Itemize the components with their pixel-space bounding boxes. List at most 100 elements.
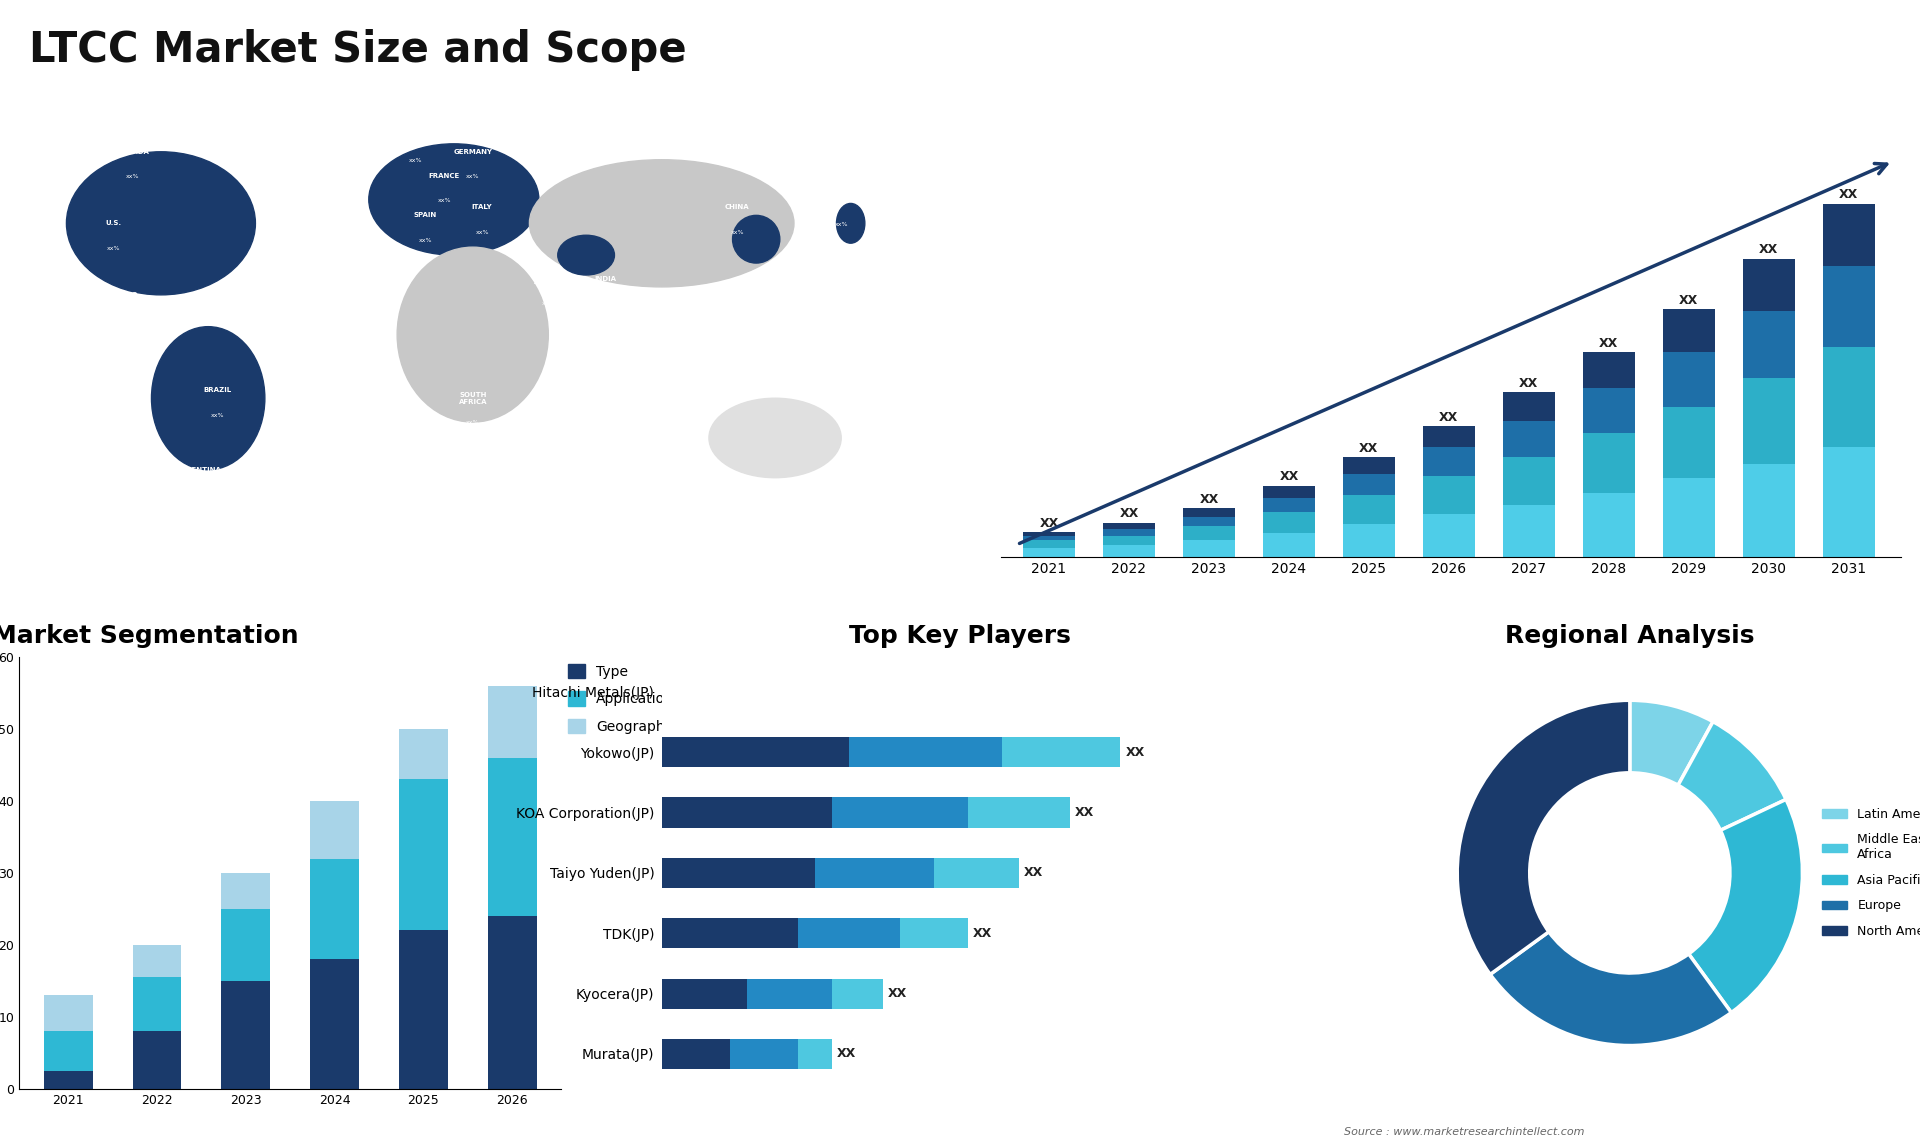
Text: LTCC Market Size and Scope: LTCC Market Size and Scope [29,29,687,71]
Ellipse shape [397,248,549,422]
Bar [488,916,536,1089]
Text: XX: XX [973,927,993,940]
Text: XX: XX [1519,377,1538,390]
Bar [1582,433,1634,493]
Bar [1023,541,1075,548]
Bar [1263,497,1315,512]
Bar [968,798,1069,827]
Bar [900,918,968,949]
Ellipse shape [530,159,795,286]
Bar [1822,447,1874,557]
Wedge shape [1678,722,1786,831]
Text: XX: XX [1359,441,1379,455]
Text: INDIA: INDIA [593,276,616,282]
Bar [799,1039,831,1069]
Wedge shape [1690,800,1803,1013]
Text: xx%: xx% [835,221,849,227]
Text: XX: XX [1279,470,1298,484]
Text: Source : www.marketresearchintellect.com: Source : www.marketresearchintellect.com [1344,1127,1584,1137]
Wedge shape [1630,700,1713,785]
Bar [1503,392,1555,421]
Bar [311,959,359,1089]
Bar [1183,517,1235,526]
Ellipse shape [733,215,780,264]
Text: SOUTH
AFRICA: SOUTH AFRICA [459,392,488,405]
Bar [1822,266,1874,347]
Text: ARGENTINA: ARGENTINA [177,466,221,473]
Title: Regional Analysis: Regional Analysis [1505,625,1755,649]
Bar [1582,387,1634,433]
Text: XX: XX [1839,188,1859,202]
Bar [1423,515,1475,557]
Bar [311,858,359,959]
Text: xx%: xx% [467,421,480,425]
Text: XX: XX [1759,243,1778,257]
Text: xx%: xx% [419,237,432,243]
Bar [662,1039,730,1069]
Bar [1743,464,1795,557]
Bar [1582,352,1634,387]
Text: xx%: xx% [211,413,225,417]
Bar [1743,378,1795,464]
Bar [1263,533,1315,557]
Bar [814,858,933,888]
Ellipse shape [152,327,265,470]
Text: U.S.: U.S. [106,220,121,226]
Text: XX: XX [837,1047,856,1060]
Bar [488,758,536,916]
Bar [1183,541,1235,557]
Bar [1002,737,1121,768]
Text: xx%: xx% [438,198,451,203]
Bar [1102,545,1156,557]
Bar [933,858,1020,888]
Text: SPAIN: SPAIN [415,212,438,219]
Bar [849,737,1002,768]
Text: FRANCE: FRANCE [428,173,461,179]
Bar [1023,548,1075,557]
Text: MEXICO: MEXICO [108,292,138,298]
Text: CHINA: CHINA [726,204,749,211]
Bar [311,801,359,858]
Bar [44,995,92,1031]
Bar [662,918,799,949]
Text: xx%: xx% [730,229,745,235]
Bar [1743,312,1795,378]
Bar [1263,512,1315,533]
Text: SAUDI
ARABIA: SAUDI ARABIA [534,273,563,285]
Bar [1342,495,1396,524]
Bar [1342,473,1396,495]
Bar [730,1039,799,1069]
Text: XX: XX [1119,508,1139,520]
Bar [1183,526,1235,541]
Bar [1663,309,1715,352]
Bar [831,979,883,1008]
Bar [662,798,831,827]
Bar [132,978,180,1031]
Legend: Type, Application, Geography: Type, Application, Geography [568,664,674,733]
Text: CANADA: CANADA [115,149,150,155]
Text: XX: XX [1039,517,1058,529]
Text: XX: XX [1023,866,1043,879]
Bar [399,729,447,779]
Title: Top Key Players: Top Key Players [849,625,1071,649]
Ellipse shape [559,235,614,275]
Bar [1023,535,1075,541]
Bar [1663,478,1715,557]
Bar [1663,407,1715,478]
Bar [1822,347,1874,447]
Text: XX: XX [1440,410,1459,424]
Ellipse shape [369,143,540,256]
Bar [132,944,180,978]
Bar [1503,504,1555,557]
Wedge shape [1490,932,1732,1045]
Text: xx%: xx% [192,492,205,497]
Bar [1102,535,1156,545]
Bar [44,1031,92,1070]
Text: XX: XX [1200,493,1219,505]
Bar [1423,447,1475,476]
Bar [662,737,849,768]
Text: GERMANY: GERMANY [453,149,492,155]
Text: xx%: xx% [409,158,422,163]
Text: xx%: xx% [599,301,612,306]
Legend: Latin America, Middle East &
Africa, Asia Pacific, Europe, North America: Latin America, Middle East & Africa, Asi… [1818,803,1920,943]
